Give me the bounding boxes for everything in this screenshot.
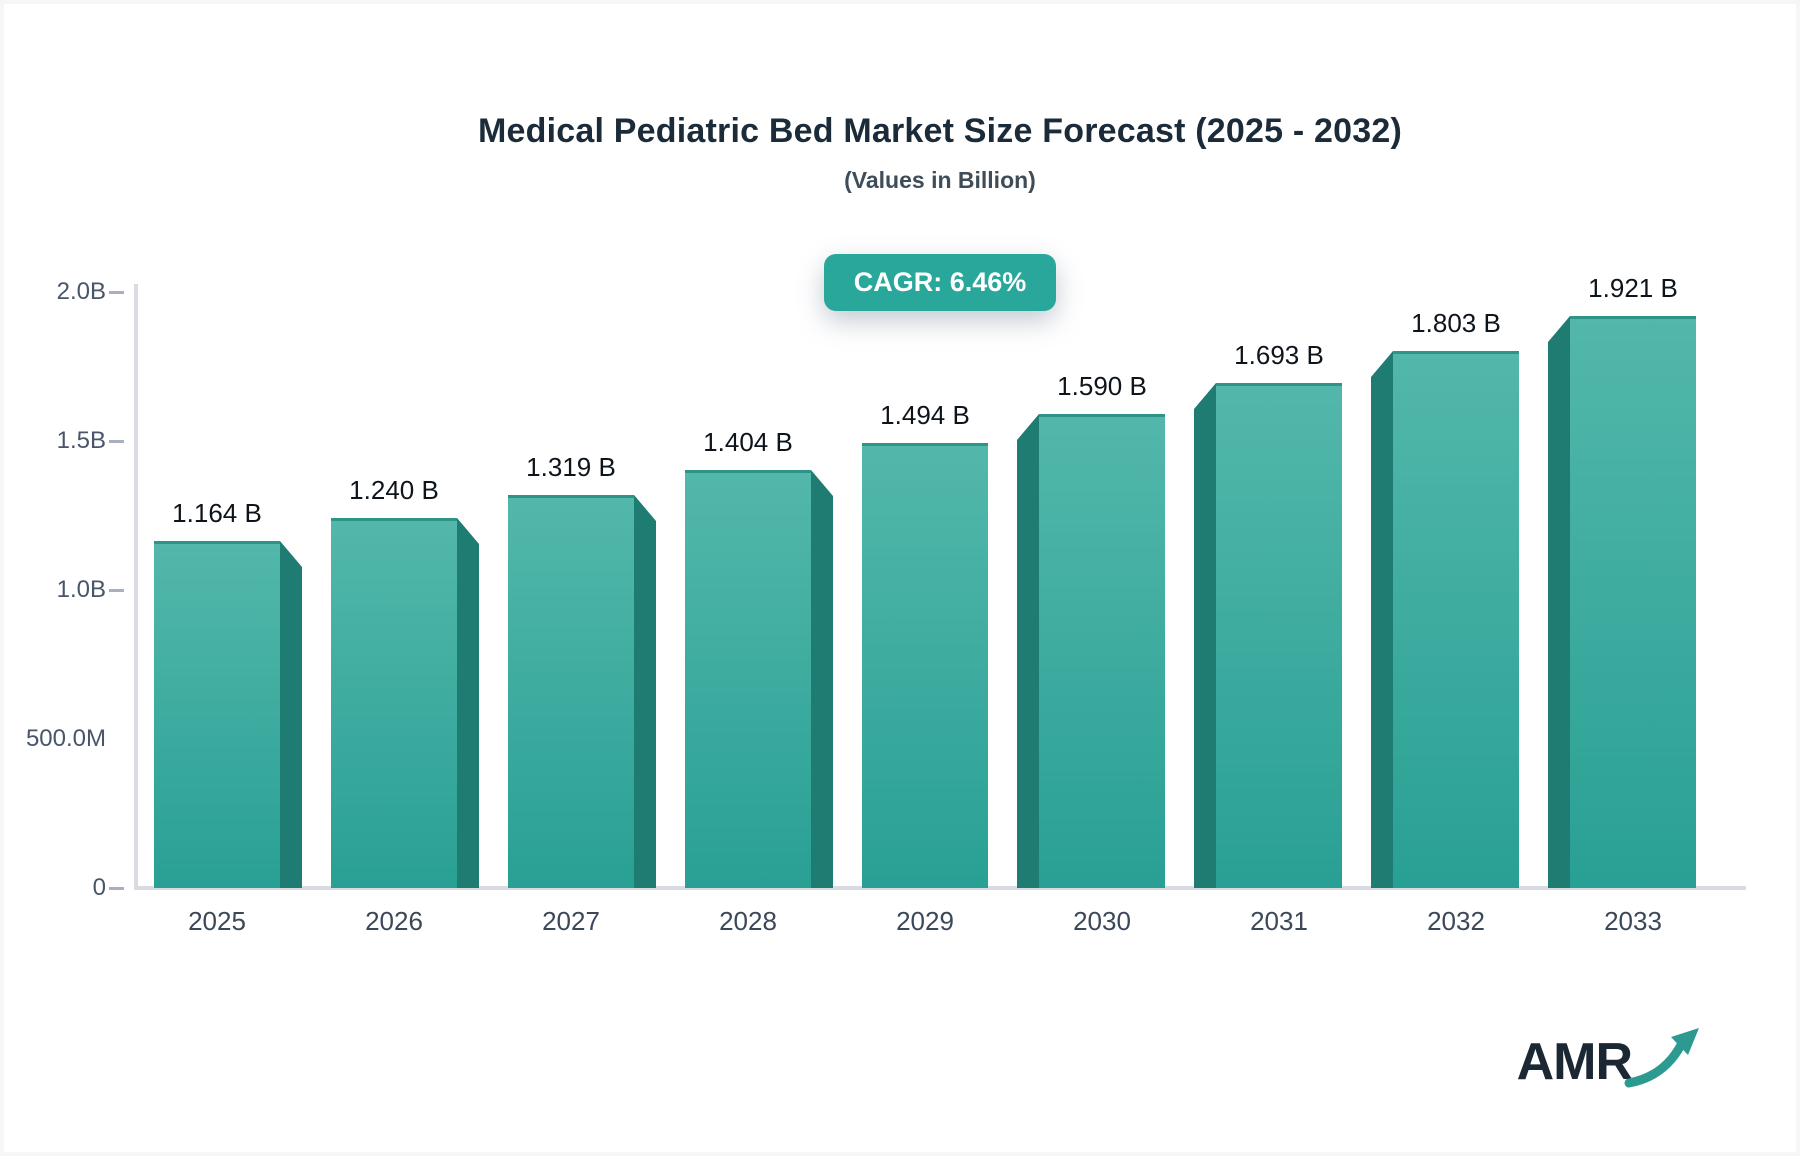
- chart-card: Medical Pediatric Bed Market Size Foreca…: [4, 4, 1796, 1152]
- bar-2027: [508, 495, 634, 888]
- bar-2032: [1393, 351, 1519, 888]
- bar-value-label: 1.319 B: [526, 452, 616, 482]
- x-axis-label: 2031: [1250, 906, 1308, 936]
- y-tick-label: 1.5B: [56, 427, 106, 454]
- bar-side-2025: [280, 541, 302, 888]
- plot-area: 2.0B 1.5B 1.0B 500.0M 0 1.164 B 2025 1.240 B 202…: [26, 273, 1746, 936]
- bar-side-2031: [1194, 383, 1216, 888]
- bar-value-label: 1.164 B: [172, 498, 262, 528]
- bar-value-label: 1.404 B: [703, 427, 793, 457]
- bar-side-2030: [1017, 414, 1039, 888]
- y-tick-dash: [109, 440, 124, 443]
- y-tick-label: 2.0B: [56, 278, 106, 305]
- x-axis-label: 2033: [1604, 906, 1662, 936]
- x-axis-label: 2032: [1427, 906, 1485, 936]
- x-axis-label: 2025: [188, 906, 246, 936]
- growth-arrow-head: [1671, 1028, 1699, 1055]
- y-tick-dash: [109, 887, 124, 890]
- chart-header: Medical Pediatric Bed Market Size Foreca…: [134, 112, 1746, 194]
- bar-side-2033: [1548, 316, 1570, 888]
- growth-arrow-icon: [1624, 1028, 1699, 1088]
- y-tick-dash: [109, 291, 124, 294]
- y-tick-label: 0: [92, 874, 106, 901]
- bar-value-label: 1.494 B: [880, 400, 970, 430]
- bar-2033: [1570, 316, 1696, 888]
- chart-subtitle: (Values in Billion): [844, 167, 1036, 193]
- bar-2026: [331, 518, 457, 888]
- y-tick-label: 1.0B: [56, 576, 106, 603]
- x-axis-line: [134, 886, 1746, 890]
- x-axis-label: 2026: [365, 906, 423, 936]
- bar-side-2026: [457, 518, 479, 888]
- bar-2031: [1216, 383, 1342, 888]
- bar-value-label: 1.693 B: [1234, 340, 1324, 370]
- y-axis-line: [134, 284, 138, 890]
- bar-side-2028: [811, 470, 833, 888]
- bar-side-2032: [1371, 351, 1393, 888]
- bar-2029: [862, 443, 988, 888]
- bar-side-2027: [634, 495, 656, 888]
- y-tick-label: 500.0M: [25, 725, 106, 752]
- bar-2025: [154, 541, 280, 888]
- x-axis-label: 2028: [719, 906, 777, 936]
- x-axis-label: 2029: [896, 906, 954, 936]
- bar-value-label: 1.590 B: [1057, 371, 1147, 401]
- bar-2030: [1039, 414, 1165, 888]
- bar-value-label: 1.921 B: [1588, 273, 1678, 303]
- x-axis-label: 2027: [542, 906, 600, 936]
- amr-logo-text: AMR: [1516, 1033, 1633, 1091]
- bar-value-label: 1.240 B: [349, 475, 439, 505]
- y-tick-dash: [109, 589, 124, 592]
- growth-arrow-tail: [1624, 1040, 1686, 1088]
- bar-2028: [685, 470, 811, 888]
- cagr-badge: CAGR: 6.46%: [823, 254, 1057, 311]
- cagr-badge-row: CAGR: 6.46%: [134, 254, 1746, 311]
- chart-title: Medical Pediatric Bed Market Size Foreca…: [478, 112, 1402, 150]
- x-axis-label: 2030: [1073, 906, 1131, 936]
- bar-value-label: 1.803 B: [1411, 308, 1501, 338]
- amr-logo: AMR: [1517, 1026, 1700, 1092]
